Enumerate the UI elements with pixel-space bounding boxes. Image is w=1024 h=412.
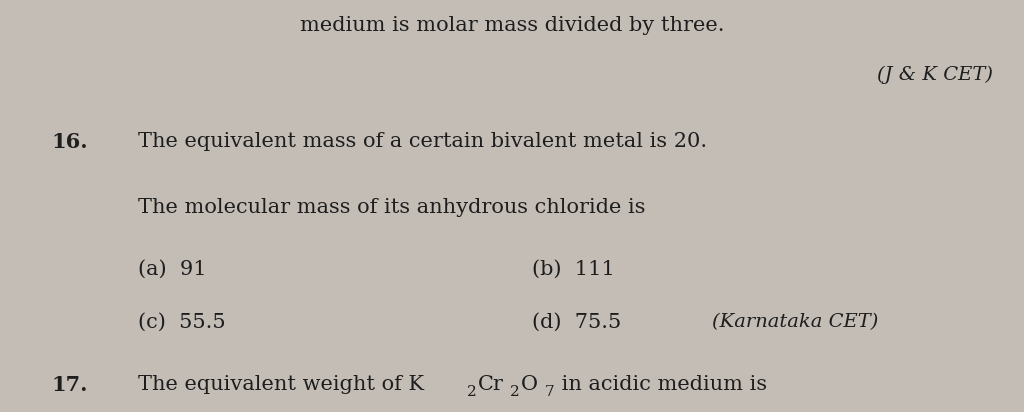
- Text: (d)  75.5: (d) 75.5: [532, 313, 622, 332]
- Text: 16.: 16.: [51, 132, 88, 152]
- Text: (c)  55.5: (c) 55.5: [138, 313, 226, 332]
- Text: Cr: Cr: [478, 375, 504, 394]
- Text: (Karnataka CET): (Karnataka CET): [712, 313, 878, 331]
- Text: (b)  111: (b) 111: [532, 260, 615, 279]
- Text: The equivalent weight of K: The equivalent weight of K: [138, 375, 424, 394]
- Text: O: O: [521, 375, 539, 394]
- Text: (a)  91: (a) 91: [138, 260, 207, 279]
- Text: in acidic medium is: in acidic medium is: [555, 375, 767, 394]
- Text: medium is molar mass divided by three.: medium is molar mass divided by three.: [300, 16, 724, 35]
- Text: 7: 7: [545, 385, 554, 399]
- Text: The molecular mass of its anhydrous chloride is: The molecular mass of its anhydrous chlo…: [138, 198, 646, 217]
- Text: 2: 2: [467, 385, 477, 399]
- Text: 2: 2: [510, 385, 520, 399]
- Text: The equivalent mass of a certain bivalent metal is 20.: The equivalent mass of a certain bivalen…: [138, 132, 708, 151]
- Text: 17.: 17.: [51, 375, 88, 395]
- Text: (J & K CET): (J & K CET): [878, 66, 993, 84]
